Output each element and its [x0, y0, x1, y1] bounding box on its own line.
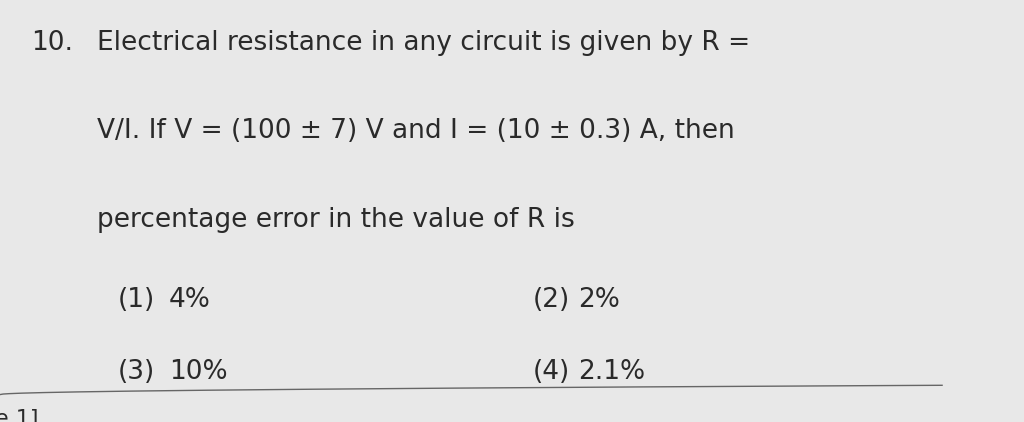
Text: 10%: 10%: [169, 359, 227, 385]
Text: (2): (2): [532, 287, 569, 313]
Text: (4): (4): [532, 359, 569, 385]
Text: Electrical resistance in any circuit is given by R =: Electrical resistance in any circuit is …: [97, 30, 751, 56]
Text: 4%: 4%: [169, 287, 211, 313]
Text: 10.: 10.: [31, 30, 73, 56]
Text: V/I. If V = (100 ± 7) V and I = (10 ± 0.3) A, then: V/I. If V = (100 ± 7) V and I = (10 ± 0.…: [97, 118, 735, 144]
Text: e 1]: e 1]: [0, 409, 38, 422]
Text: (1): (1): [118, 287, 155, 313]
Text: percentage error in the value of R is: percentage error in the value of R is: [97, 207, 575, 233]
Text: (3): (3): [118, 359, 155, 385]
Text: 2%: 2%: [579, 287, 621, 313]
Text: 2.1%: 2.1%: [579, 359, 646, 385]
